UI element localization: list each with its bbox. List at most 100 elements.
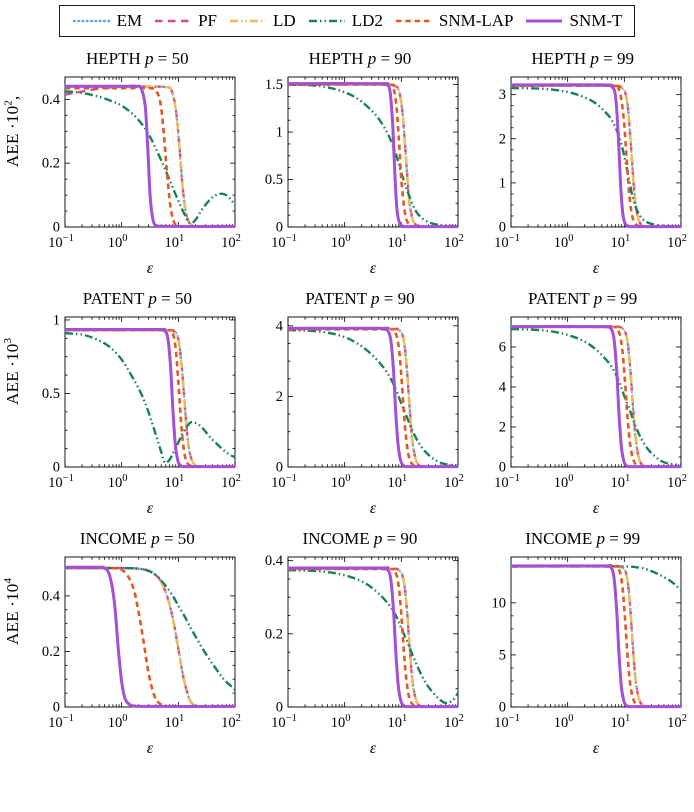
- y-tick-label: 0.4: [42, 588, 61, 604]
- chart-title-value: = 99: [606, 289, 638, 308]
- y-tick-label: 1: [53, 312, 60, 328]
- chart-title: HEPTH p = 90: [309, 47, 412, 71]
- axes-box: [510, 76, 682, 228]
- series-line-pf: [287, 83, 458, 228]
- chart-title: INCOME p = 90: [303, 527, 418, 551]
- chart-title-value: = 99: [609, 529, 641, 548]
- y-axis-label-cell: AEE ·103: [0, 287, 26, 519]
- chart-hepth-p90: 10−1 100 101 102 0 0.5 1 1.5 ε: [265, 76, 464, 277]
- x-tick-label: 102: [667, 473, 687, 491]
- chart-income-p90: 10−1 100 101 102 0 0.2 0.4 ε: [265, 553, 464, 757]
- axis-ticks: [287, 317, 459, 468]
- x-tick-label: 101: [387, 713, 407, 731]
- chart-title-dataset: PATENT: [305, 289, 367, 308]
- series-line-em: [286, 327, 460, 468]
- series-line-em: [286, 567, 460, 708]
- chart-title-dataset: PATENT: [528, 289, 590, 308]
- chart-cell-hepth-p99: HEPTH p = 99 10−1 100 101 102 0 1 2 3 ε: [471, 47, 694, 279]
- x-tick-label: 100: [108, 233, 128, 251]
- legend-swatch-ld2: [308, 19, 345, 23]
- y-tick-label: 10: [491, 595, 506, 611]
- chart-cell-hepth-p90: HEPTH p = 90 10−1 100 101 102 0 0.5 1 1.5 ε: [249, 47, 472, 279]
- series-line-snm-lap: [65, 86, 236, 228]
- axis-ticks: [510, 77, 682, 228]
- legend-swatch-em: [72, 19, 111, 23]
- legend-swatch-snm-lap: [395, 19, 432, 23]
- series-line-snm-lap: [287, 83, 458, 228]
- series-line-pf: [287, 327, 458, 468]
- axes-box: [510, 316, 682, 468]
- series-line-pf: [510, 565, 681, 708]
- chart-title: INCOME p = 50: [80, 527, 195, 551]
- x-axis-label: ε: [593, 260, 600, 277]
- chart-title-value: = 50: [161, 289, 192, 308]
- chart-title: PATENT p = 50: [83, 287, 192, 311]
- series-line-pf: [510, 325, 681, 468]
- x-axis-label: ε: [147, 260, 154, 277]
- x-tick-label: 10−1: [271, 713, 297, 731]
- series-line-snm-lap: [510, 84, 681, 228]
- series-line-ld2: [510, 327, 681, 467]
- chart-title-param: p: [367, 49, 377, 68]
- series-line-snm-lap: [287, 567, 458, 708]
- axes-box: [510, 556, 682, 708]
- x-tick-label: 102: [444, 473, 464, 491]
- y-tick-label: 0.2: [42, 156, 60, 172]
- series-line-snm-t: [510, 83, 681, 229]
- chart-title: PATENT p = 90: [305, 287, 414, 311]
- x-tick-label: 10−1: [271, 233, 297, 251]
- series-line-pf: [65, 566, 236, 708]
- series-line-em: [509, 84, 682, 228]
- chart-title: HEPTH p = 50: [86, 47, 189, 71]
- x-tick-label: 100: [108, 713, 128, 731]
- series-line-em: [286, 83, 460, 228]
- legend-swatch-ld: [230, 19, 267, 23]
- series-line-em: [64, 566, 237, 708]
- series-line-snm-t: [287, 566, 458, 709]
- legend-item-em: EM: [72, 11, 142, 31]
- x-tick-label: 100: [331, 473, 351, 491]
- chart-cell-income-p90: INCOME p = 90 10−1 100 101 102 0 0.2 0.4 ε: [249, 527, 472, 759]
- chart-hepth-p50: 10−1 100 101 102 0 0.2 0.4 ε: [42, 76, 241, 277]
- axis-ticks: [510, 317, 682, 468]
- chart-cell-hepth-p50: HEPTH p = 50 10−1 100 101 102 0 0.2 0.4 ε: [26, 47, 249, 279]
- chart-title: INCOME p = 99: [525, 527, 640, 551]
- series-line-snm-t: [510, 324, 681, 469]
- chart-title-param: p: [148, 289, 157, 308]
- x-axis-label: ε: [147, 740, 154, 757]
- y-tick-label: 1: [498, 175, 505, 191]
- legend-item-snm-lap: SNM-LAP: [394, 11, 513, 31]
- series-line-ld: [510, 84, 681, 228]
- x-tick-label: 10−1: [48, 233, 74, 251]
- chart-title: PATENT p = 99: [528, 287, 637, 311]
- x-tick-label: 102: [667, 233, 687, 251]
- chart-income-p50: 10−1 100 101 102 0 0.2 0.4 ε: [42, 556, 241, 757]
- legend-item-ld: LD: [228, 11, 296, 31]
- chart-title-param: p: [151, 529, 160, 548]
- axis-ticks: [287, 77, 459, 228]
- x-axis-label: ε: [593, 740, 600, 757]
- series-line-ld: [510, 325, 681, 468]
- series-line-ld: [287, 83, 458, 228]
- series-line-ld2: [287, 569, 459, 705]
- chart-title-dataset: HEPTH: [86, 49, 141, 68]
- x-tick-label: 101: [165, 473, 185, 491]
- x-tick-label: 102: [221, 473, 241, 491]
- chart-title-value: = 90: [386, 529, 418, 548]
- series-line-snm-lap: [65, 328, 236, 468]
- y-tick-label: 4: [276, 318, 284, 334]
- x-tick-label: 100: [553, 713, 573, 731]
- y-tick-label: 0.2: [265, 626, 283, 642]
- chart-title-dataset: INCOME: [79, 529, 147, 548]
- series-line-ld2: [287, 83, 459, 228]
- series-line-ld2: [65, 90, 237, 225]
- series-line-ld: [65, 328, 236, 468]
- y-tick-label: 0.5: [265, 172, 283, 188]
- chart-title-param: p: [371, 289, 380, 308]
- axes-box: [64, 76, 236, 228]
- series-line-ld2: [65, 566, 237, 691]
- chart-title-param: p: [593, 289, 603, 308]
- chart-cell-patent-p50: PATENT p = 50 10−1 100 101 102 0 0.5 1 ε: [26, 287, 249, 519]
- axes-box: [287, 316, 459, 468]
- y-tick-label: 0: [276, 700, 283, 716]
